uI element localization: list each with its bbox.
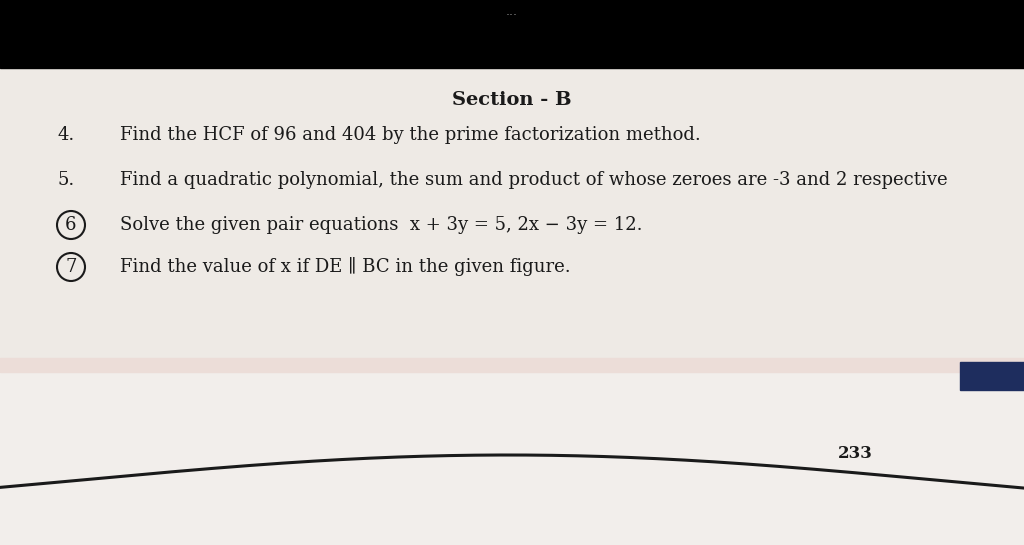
Text: 4.: 4. <box>57 126 75 144</box>
Text: Find the HCF of 96 and 404 by the prime factorization method.: Find the HCF of 96 and 404 by the prime … <box>120 126 700 144</box>
Text: Solve the given pair equations  x + 3y = 5, 2x − 3y = 12.: Solve the given pair equations x + 3y = … <box>120 216 642 234</box>
Bar <box>0 358 1024 372</box>
Text: 5.: 5. <box>57 171 75 189</box>
Text: Find the value of x if DE ∥ BC in the given figure.: Find the value of x if DE ∥ BC in the gi… <box>120 257 570 276</box>
Text: 6: 6 <box>66 216 77 234</box>
Text: ...: ... <box>506 5 518 18</box>
Text: 233: 233 <box>838 445 872 462</box>
Bar <box>0 372 1024 545</box>
Bar <box>0 0 1024 68</box>
Bar <box>0 68 1024 360</box>
Text: 7: 7 <box>66 258 77 276</box>
Bar <box>961 362 1024 390</box>
Text: Find a quadratic polynomial, the sum and product of whose zeroes are -3 and 2 re: Find a quadratic polynomial, the sum and… <box>120 171 947 189</box>
Text: Section - B: Section - B <box>453 91 571 109</box>
